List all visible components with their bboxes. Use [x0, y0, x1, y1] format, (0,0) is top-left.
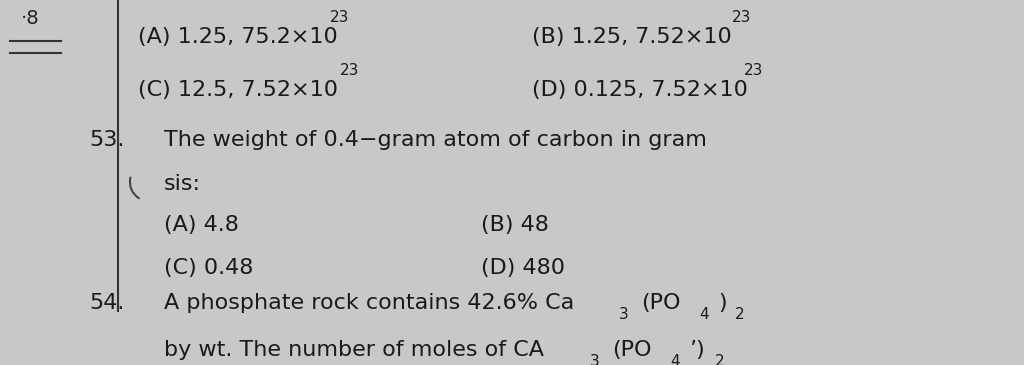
Text: 53.: 53.	[89, 130, 125, 150]
Text: (D) 0.125, 7.52×10: (D) 0.125, 7.52×10	[532, 81, 749, 100]
Text: (PO: (PO	[641, 293, 681, 313]
Text: 3: 3	[618, 307, 629, 322]
Text: (PO: (PO	[612, 339, 652, 360]
Text: (C) 12.5, 7.52×10: (C) 12.5, 7.52×10	[138, 81, 338, 100]
Text: (B) 1.25, 7.52×10: (B) 1.25, 7.52×10	[532, 27, 732, 47]
Text: ): )	[718, 293, 726, 313]
Text: ·8: ·8	[20, 9, 39, 28]
Text: (B) 48: (B) 48	[481, 215, 549, 235]
Text: 2: 2	[735, 307, 744, 322]
Text: 23: 23	[732, 10, 752, 25]
Text: 54.: 54.	[89, 293, 125, 313]
Text: by wt. The number of moles of CA: by wt. The number of moles of CA	[164, 339, 544, 360]
Text: (A) 1.25, 75.2×10: (A) 1.25, 75.2×10	[138, 27, 338, 47]
Text: 2: 2	[715, 354, 724, 365]
Text: (A) 4.8: (A) 4.8	[164, 215, 239, 235]
Text: 4: 4	[671, 354, 680, 365]
Text: The weight of 0.4−gram atom of carbon in gram: The weight of 0.4−gram atom of carbon in…	[164, 130, 707, 150]
Text: 23: 23	[340, 63, 359, 78]
Text: 23: 23	[330, 10, 349, 25]
Text: ’): ’)	[689, 339, 705, 360]
Text: 4: 4	[699, 307, 709, 322]
Text: (D) 480: (D) 480	[481, 258, 565, 278]
Text: A phosphate rock contains 42.6% Ca: A phosphate rock contains 42.6% Ca	[164, 293, 574, 313]
Text: (C) 0.48: (C) 0.48	[164, 258, 253, 278]
Text: 3: 3	[590, 354, 600, 365]
Text: 23: 23	[743, 63, 763, 78]
Text: sis:: sis:	[164, 174, 201, 194]
